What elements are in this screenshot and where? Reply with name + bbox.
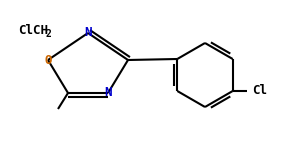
Text: N: N (104, 86, 112, 100)
Text: Cl: Cl (252, 84, 267, 97)
Text: 2: 2 (46, 29, 52, 39)
Text: N: N (84, 27, 92, 40)
Text: O: O (44, 53, 52, 66)
Text: ClCH: ClCH (18, 24, 48, 36)
